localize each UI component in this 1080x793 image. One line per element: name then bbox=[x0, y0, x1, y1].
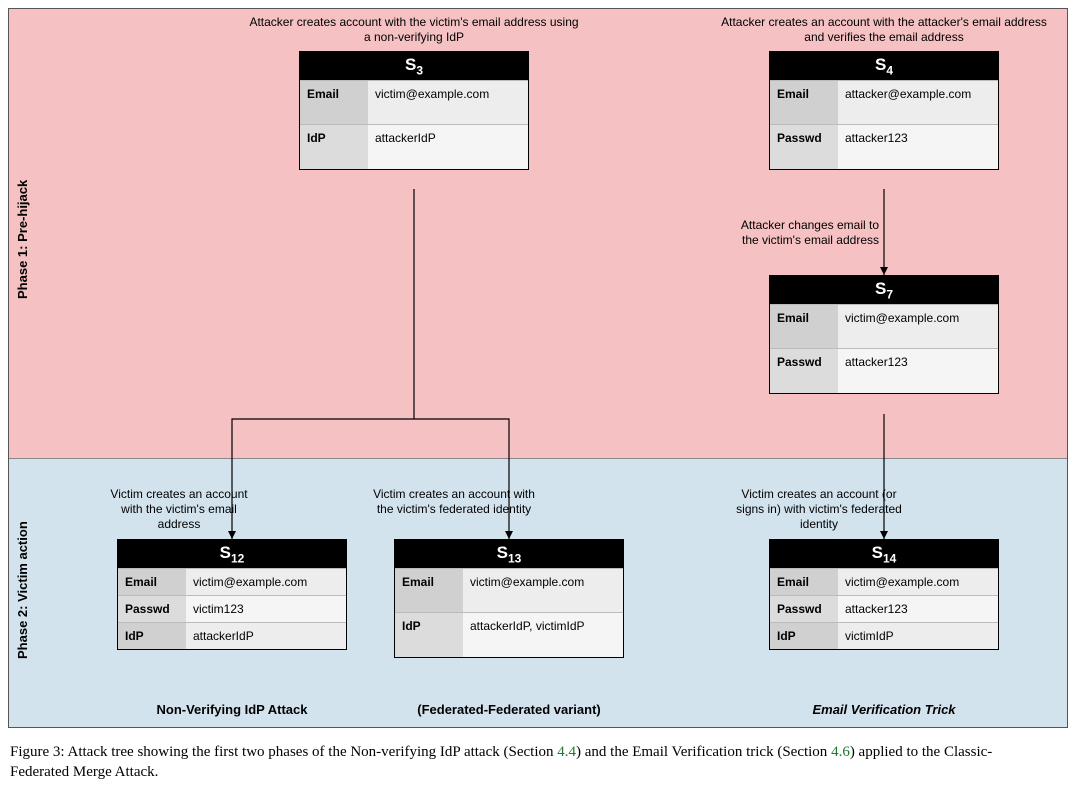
attack-label-a12: Non-Verifying IdP Attack bbox=[117, 702, 347, 717]
state-s7: S7Emailvictim@example.comPasswdattacker1… bbox=[769, 275, 999, 394]
field-key: IdP bbox=[300, 125, 368, 169]
figure-caption: Figure 3: Attack tree showing the first … bbox=[0, 736, 1060, 793]
section-link-4-6[interactable]: 4.6 bbox=[831, 744, 850, 760]
field-value: attackerIdP bbox=[368, 125, 528, 169]
field-key: Email bbox=[770, 305, 838, 349]
state-title-s14: S14 bbox=[770, 540, 998, 568]
field-value: victim@example.com bbox=[838, 305, 998, 349]
phase-1-label: Phase 1: Pre-hijack bbox=[15, 180, 30, 299]
state-s4-row-email: Emailattacker@example.com bbox=[770, 81, 998, 125]
field-key: Passwd bbox=[770, 596, 838, 623]
state-s7-row-email: Emailvictim@example.com bbox=[770, 305, 998, 349]
field-value: victim@example.com bbox=[463, 569, 623, 613]
field-key: Email bbox=[395, 569, 463, 613]
field-key: IdP bbox=[395, 613, 463, 657]
field-key: Email bbox=[770, 569, 838, 596]
field-key: Email bbox=[300, 81, 368, 125]
state-s13: S13Emailvictim@example.comIdPattackerIdP… bbox=[394, 539, 624, 658]
phase-2-label: Phase 2: Victim action bbox=[15, 521, 30, 659]
field-key: Passwd bbox=[118, 596, 186, 623]
state-s14-row-email: Emailvictim@example.com bbox=[770, 569, 998, 596]
field-value: attacker@example.com bbox=[838, 81, 998, 125]
state-title-s3: S3 bbox=[300, 52, 528, 80]
edge-label-l_s12: Victim creates an account with the victi… bbox=[99, 487, 259, 532]
state-s4-row-passwd: Passwdattacker123 bbox=[770, 125, 998, 169]
state-s12-row-email: Emailvictim@example.com bbox=[118, 569, 346, 596]
state-s3-caption: Attacker creates account with the victim… bbox=[249, 15, 579, 45]
state-s12-row-passwd: Passwdvictim123 bbox=[118, 596, 346, 623]
state-s4-caption: Attacker creates an account with the att… bbox=[719, 15, 1049, 45]
field-value: attacker123 bbox=[838, 125, 998, 169]
state-s7-row-passwd: Passwdattacker123 bbox=[770, 349, 998, 393]
field-value: victimIdP bbox=[838, 623, 998, 650]
attack-tree-diagram: Phase 1: Pre-hijack Phase 2: Victim acti… bbox=[8, 8, 1068, 728]
field-key: Passwd bbox=[770, 349, 838, 393]
state-title-s4: S4 bbox=[770, 52, 998, 80]
field-value: attackerIdP, victimIdP bbox=[463, 613, 623, 657]
field-value: victim123 bbox=[186, 596, 346, 623]
field-key: IdP bbox=[770, 623, 838, 650]
state-s4: S4Emailattacker@example.comPasswdattacke… bbox=[769, 51, 999, 170]
field-value: attacker123 bbox=[838, 596, 998, 623]
state-s3-row-email: Emailvictim@example.com bbox=[300, 81, 528, 125]
attack-label-a14: Email Verification Trick bbox=[769, 702, 999, 717]
fig-caption-mid: ) and the Email Verification trick (Sect… bbox=[576, 744, 831, 760]
field-key: Email bbox=[770, 81, 838, 125]
field-value: victim@example.com bbox=[838, 569, 998, 596]
field-key: Passwd bbox=[770, 125, 838, 169]
state-s3-row-idp: IdPattackerIdP bbox=[300, 125, 528, 169]
state-s13-row-idp: IdPattackerIdP, victimIdP bbox=[395, 613, 623, 657]
field-value: attackerIdP bbox=[186, 623, 346, 650]
attack-label-a13: (Federated-Federated variant) bbox=[394, 702, 624, 717]
state-title-s13: S13 bbox=[395, 540, 623, 568]
field-value: attacker123 bbox=[838, 349, 998, 393]
state-s14-row-passwd: Passwdattacker123 bbox=[770, 596, 998, 623]
section-link-4-4[interactable]: 4.4 bbox=[557, 744, 576, 760]
fig-caption-pre: Figure 3: Attack tree showing the first … bbox=[10, 744, 557, 760]
field-key: IdP bbox=[118, 623, 186, 650]
state-s13-row-email: Emailvictim@example.com bbox=[395, 569, 623, 613]
state-s14: S14Emailvictim@example.comPasswdattacker… bbox=[769, 539, 999, 650]
edge-label-l_s14: Victim creates an account (or signs in) … bbox=[729, 487, 909, 532]
state-title-s7: S7 bbox=[770, 276, 998, 304]
state-s12-row-idp: IdPattackerIdP bbox=[118, 623, 346, 650]
state-s3: S3Emailvictim@example.comIdPattackerIdP bbox=[299, 51, 529, 170]
edge-label-l_s13: Victim creates an account with the victi… bbox=[369, 487, 539, 517]
edge-label-l_s4_s7: Attacker changes email to the victim's e… bbox=[739, 218, 879, 248]
state-s14-row-idp: IdPvictimIdP bbox=[770, 623, 998, 650]
state-title-s12: S12 bbox=[118, 540, 346, 568]
state-s12: S12Emailvictim@example.comPasswdvictim12… bbox=[117, 539, 347, 650]
field-key: Email bbox=[118, 569, 186, 596]
field-value: victim@example.com bbox=[186, 569, 346, 596]
field-value: victim@example.com bbox=[368, 81, 528, 125]
